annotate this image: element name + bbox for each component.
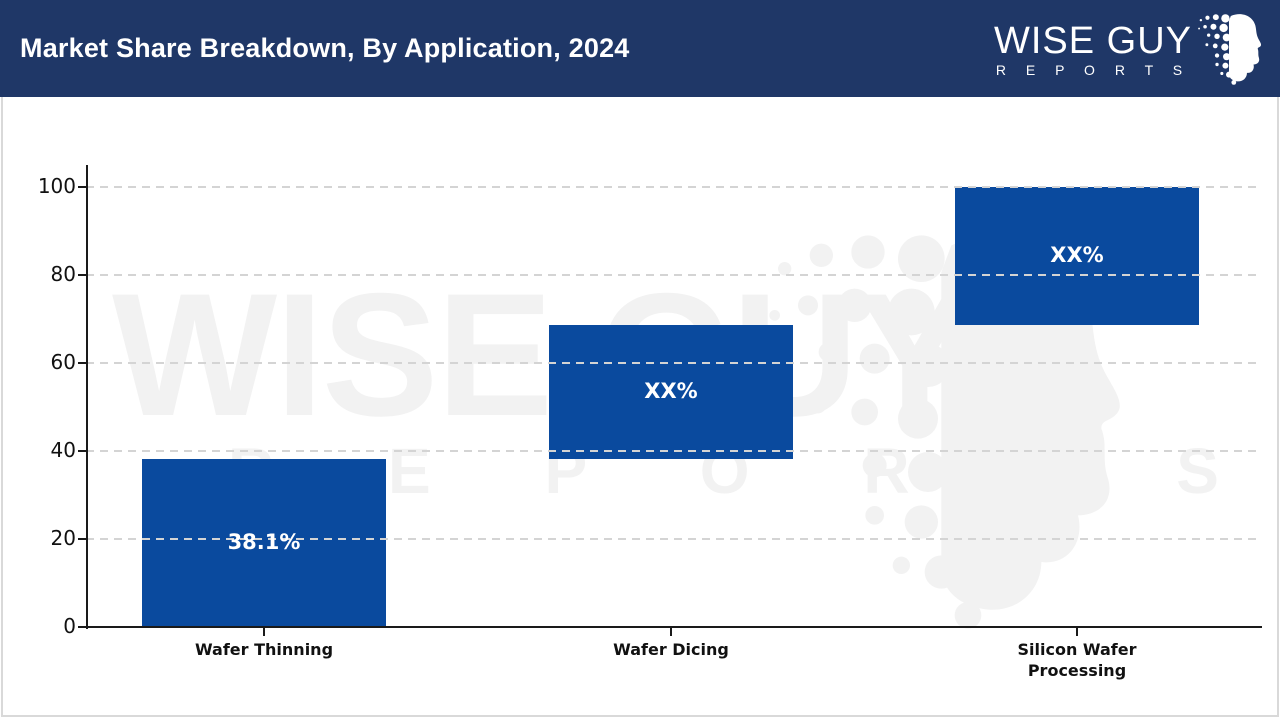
x-tick-mark — [1076, 628, 1078, 636]
y-tick-label: 80 — [50, 262, 76, 286]
logo-reports: R E P O R T S — [995, 61, 1191, 78]
y-tick-mark — [78, 362, 86, 364]
y-tick-label: 40 — [50, 438, 76, 462]
gridline — [86, 274, 1262, 276]
x-category-label: Silicon Wafer Processing — [1017, 640, 1137, 680]
y-tick-label: 100 — [37, 174, 76, 198]
brand-logo: WISE GUY R E P O R T S — [994, 8, 1268, 90]
x-axis-line — [86, 626, 1262, 628]
bar-value-label: XX% — [644, 379, 698, 404]
y-tick-mark — [78, 626, 86, 628]
bar — [549, 325, 793, 460]
y-tick-mark — [78, 538, 86, 540]
watermark-face-icon — [769, 234, 1120, 629]
gridline — [86, 450, 1262, 452]
bar — [142, 459, 386, 627]
gridline — [86, 186, 1262, 188]
logo-wordmark: WISE GUY — [993, 19, 1192, 62]
bar — [955, 187, 1199, 326]
y-axis-line — [86, 165, 88, 629]
y-tick-label: 0 — [63, 614, 76, 638]
x-category-label: Wafer Thinning — [194, 640, 334, 659]
gridline — [86, 362, 1262, 364]
x-category-label: Wafer Dicing — [613, 640, 729, 659]
y-tick-label: 60 — [50, 350, 76, 374]
x-tick-mark — [670, 628, 672, 636]
bar-value-label: 38.1% — [227, 530, 301, 555]
y-tick-mark — [78, 186, 86, 188]
header: Market Share Breakdown, By Application, … — [0, 0, 1280, 97]
y-tick-mark — [78, 274, 86, 276]
y-tick-label: 20 — [50, 526, 76, 550]
x-tick-mark — [263, 628, 265, 636]
y-tick-mark — [78, 450, 86, 452]
face-dots-icon — [1198, 13, 1262, 85]
bar-value-label: XX% — [1050, 243, 1104, 268]
page-title: Market Share Breakdown, By Application, … — [20, 33, 630, 63]
logo-wordmark-block: WISE GUY R E P O R T S — [994, 21, 1192, 78]
gridline — [86, 538, 1262, 540]
